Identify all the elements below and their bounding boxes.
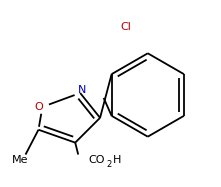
Text: Me: Me [12, 156, 29, 165]
Text: Cl: Cl [120, 22, 131, 33]
Text: N: N [78, 85, 86, 95]
Text: H: H [113, 156, 121, 165]
Text: 2: 2 [106, 160, 111, 169]
Text: CO: CO [88, 156, 105, 165]
Text: O: O [34, 102, 43, 112]
